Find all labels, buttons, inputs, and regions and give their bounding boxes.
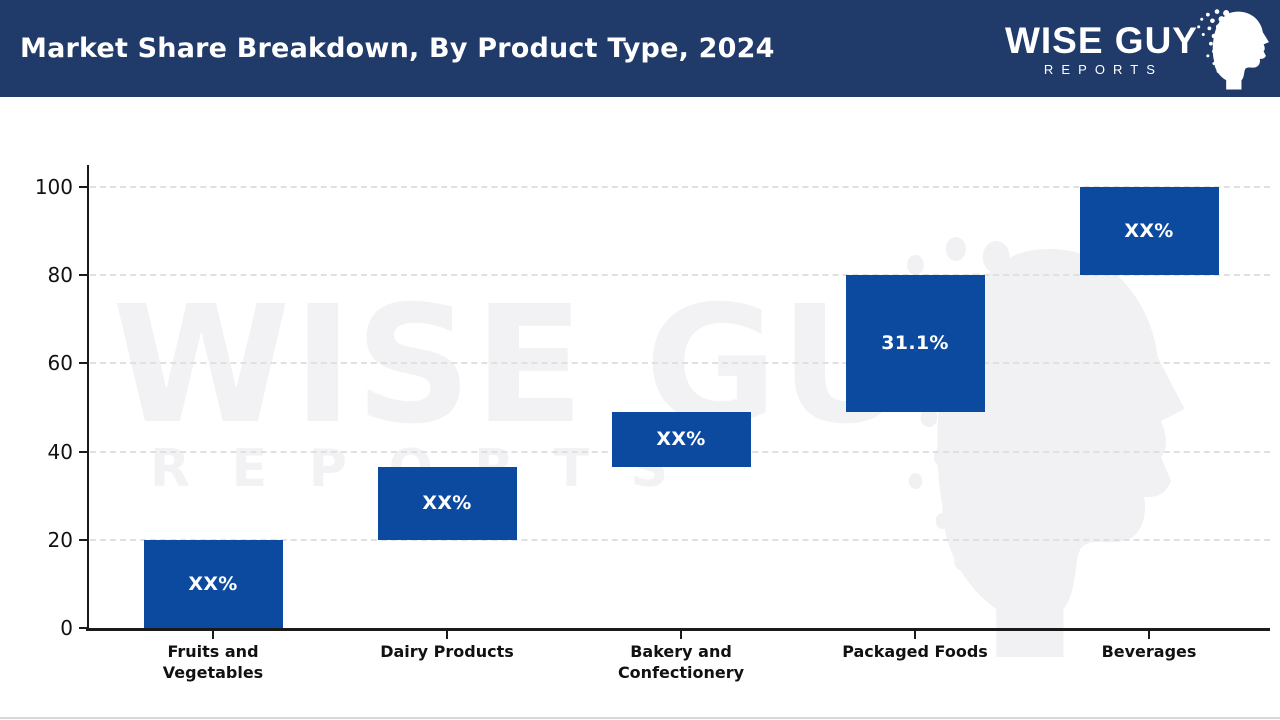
y-tick-mark-100: [79, 186, 88, 188]
y-tick-label: 80: [47, 263, 73, 288]
x-tick-mark-3: [914, 631, 916, 639]
y-tick-mark-80: [79, 274, 88, 277]
category-label: Beverages: [1101, 642, 1197, 661]
y-tick-mark-20: [79, 538, 88, 541]
y-tick-mark-0: [79, 627, 88, 629]
bottom-divider: [0, 717, 1280, 719]
y-tick-label: 0: [60, 616, 73, 640]
bar-beverages: XX%: [1079, 187, 1219, 275]
bar-value-label: 31.1%: [881, 332, 949, 355]
category-label: Fruits and Vegetables: [162, 642, 264, 682]
bar-dairy-products: XX%: [377, 467, 517, 540]
bar-value-label: XX%: [188, 572, 238, 595]
wiseguy-logo-name: WISE GUY: [1004, 20, 1198, 61]
category-label: Dairy Products: [380, 642, 514, 661]
y-axis: [87, 165, 89, 630]
bar-fruits-and-vegetables: XX%: [143, 539, 283, 628]
y-tick-label: 100: [34, 175, 73, 199]
x-tick-mark-1: [446, 631, 448, 639]
wiseguy-head-icon: [1197, 9, 1269, 90]
x-tick-mark-4: [1148, 631, 1150, 639]
bar-value-label: XX%: [656, 428, 706, 451]
gridline-20: [90, 538, 1270, 541]
y-tick-label: 60: [47, 351, 73, 376]
x-tick-mark-0: [212, 631, 214, 639]
y-tick-mark-60: [79, 362, 88, 365]
bar-packaged-foods: 31.1%: [845, 274, 985, 412]
gridline-100: [90, 186, 1270, 188]
wiseguy-logo-text: WISE GUY REPORTS: [1005, 22, 1198, 76]
y-tick-label: 20: [47, 527, 73, 552]
page-title: Market Share Breakdown, By Product Type,…: [20, 33, 775, 64]
x-axis: [86, 628, 1270, 631]
y-tick-label: 40: [47, 439, 73, 464]
header-bar: Market Share Breakdown, By Product Type,…: [0, 0, 1280, 97]
bar-bakery-and-confectionery: XX%: [611, 411, 751, 468]
category-label: Packaged Foods: [842, 642, 988, 661]
wiseguy-logo-sub: REPORTS: [1043, 62, 1163, 77]
gridline-60: [90, 362, 1270, 365]
x-tick-mark-2: [680, 631, 682, 639]
bar-value-label: XX%: [422, 492, 472, 515]
wiseguy-logo: WISE GUY REPORTS: [1005, 6, 1272, 92]
gridline-80: [90, 274, 1270, 277]
bar-value-label: XX%: [1124, 219, 1174, 242]
category-label: Bakery and Confectionery: [617, 642, 745, 682]
y-tick-mark-40: [79, 450, 88, 453]
